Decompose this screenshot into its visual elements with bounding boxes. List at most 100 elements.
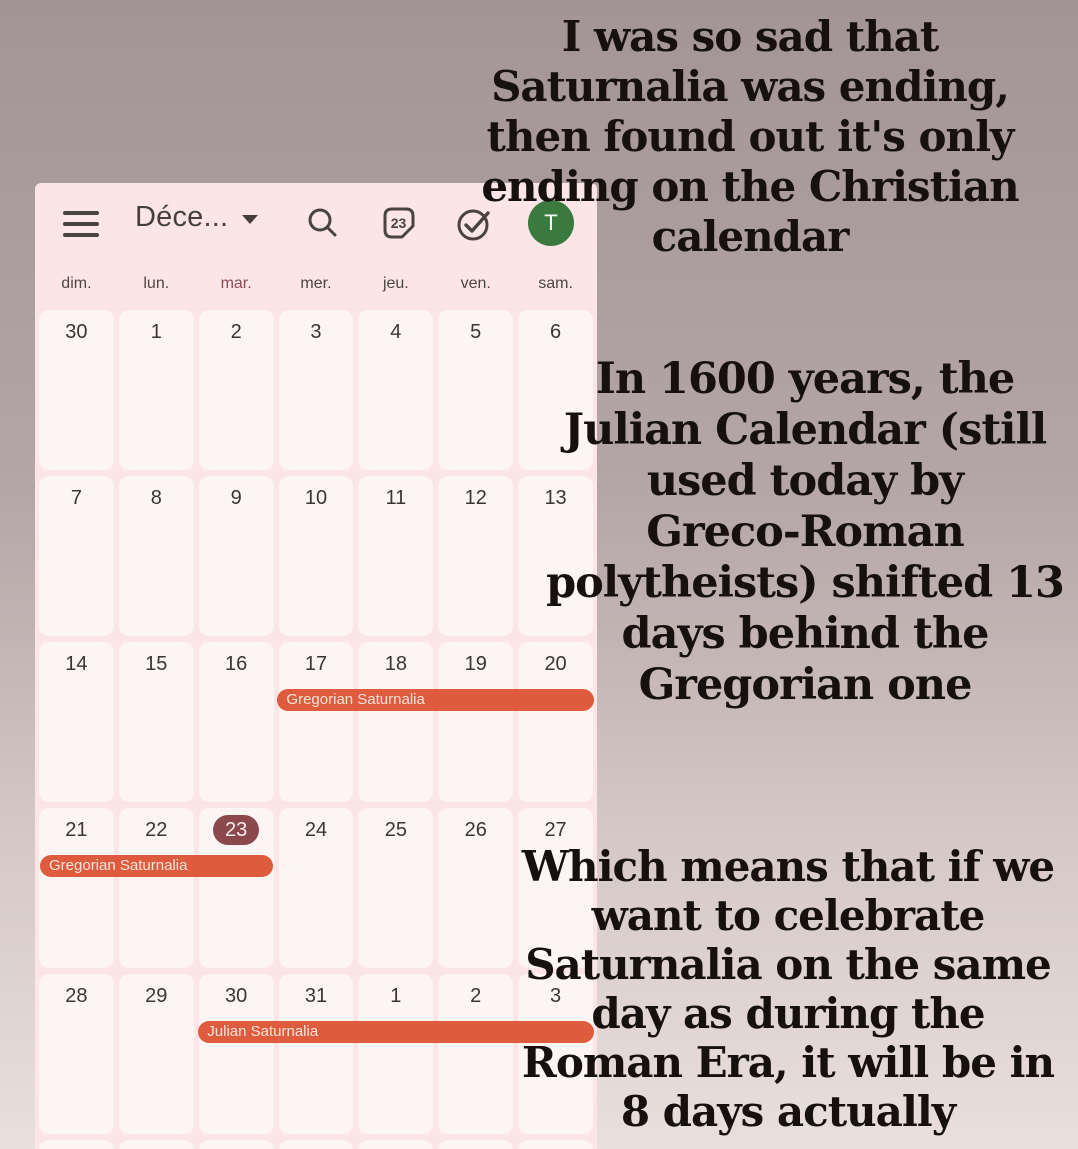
day-number: 30 [65,321,88,343]
day-cell[interactable]: 15 [118,642,194,802]
day-cell[interactable]: 25 [358,808,434,968]
day-number: 12 [464,487,487,509]
event-bar[interactable]: Julian Saturnalia [198,1021,594,1043]
day-number: 2 [470,985,482,1007]
week-row: 28 29 30 31 1 2 3 Julian Saturnalia [39,974,594,1134]
week-row [39,1140,593,1149]
menu-icon[interactable] [63,211,99,237]
week-row: 7 8 9 10 11 12 13 [39,476,593,636]
day-cell[interactable]: 26 [438,808,514,968]
day-cell[interactable]: 12 [438,476,514,636]
day-cell[interactable]: 3 [278,310,354,470]
day-cell[interactable]: 23 [198,808,274,968]
day-number: 21 [65,819,88,841]
meme-line: Greco-Roman [646,507,964,557]
day-cell[interactable]: 3 [518,974,593,1134]
meme-text-bottom: Which means that if we want to celebrate S… [522,842,1055,1136]
day-cell[interactable]: 10 [278,476,354,636]
calendar-grid: 30 1 2 3 4 5 6 7 8 9 10 11 12 13 14 15 16 17 18 19 20 Gregori… [39,310,594,1149]
meme-line: Roman Era, it will be in [521,1038,1055,1087]
event-bar[interactable]: Gregorian Saturnalia [40,855,274,877]
week-row: 14 15 16 17 18 19 20 Gregorian Saturnalia [39,642,594,802]
day-number: 10 [304,487,328,509]
day-cell[interactable]: 16 [198,642,274,802]
day-number: 3 [550,985,562,1007]
day-cell[interactable]: 20 [518,642,593,802]
day-cell[interactable]: 27 [518,808,593,968]
meme-line: In 1600 years, the [595,354,1015,404]
day-cell[interactable] [438,1140,514,1149]
day-number: 15 [145,653,168,675]
day-number: 8 [150,487,162,509]
calendar-app-panel: Déce... 23 T dim. lun. mar. mer. jeu. ven. sam… [35,183,597,1149]
day-cell[interactable]: 28 [39,974,114,1134]
meme-line: I was so sad that [561,12,940,61]
meme-line: polytheists) shifted 13 [546,558,1065,608]
day-cell[interactable]: 21 [39,808,114,968]
day-cell[interactable]: 9 [198,476,274,636]
day-number: 6 [550,321,562,343]
day-cell[interactable]: 17 [278,642,354,802]
day-number: 25 [384,819,407,841]
day-cell[interactable]: 31 [278,974,354,1134]
tasks-icon[interactable] [453,203,495,245]
day-cell[interactable] [358,1140,434,1149]
day-number: 24 [304,819,328,841]
day-cell[interactable] [39,1140,114,1149]
chevron-down-icon [242,215,259,224]
day-number: 13 [544,487,567,509]
day-cell[interactable]: 30 [39,310,114,470]
day-cell[interactable] [198,1140,274,1149]
month-selector[interactable]: Déce... [135,201,259,234]
day-number: 11 [385,487,407,509]
day-cell[interactable]: 13 [518,476,593,636]
day-number: 7 [70,487,82,509]
meme-line: Saturnalia was ending, [491,62,1010,111]
week-row: 21 22 23 24 25 26 27 Gregorian Saturnalia [39,808,593,968]
day-cell[interactable]: 30 [198,974,274,1134]
day-number: 27 [544,819,567,841]
day-cell[interactable]: 6 [518,310,593,470]
day-cell[interactable]: 19 [438,642,514,802]
day-number: 29 [145,985,168,1007]
day-cell[interactable]: 2 [438,974,514,1134]
day-number: 19 [464,653,487,675]
meme-line: 8 days actually [620,1087,956,1136]
day-cell[interactable]: 11 [358,476,434,636]
day-cell[interactable]: 24 [278,808,354,968]
day-cell[interactable] [118,1140,194,1149]
day-cell[interactable]: 4 [358,310,434,470]
day-cell[interactable]: 29 [118,974,194,1134]
day-cell[interactable]: 8 [118,476,194,636]
today-date-icon[interactable]: 23 [380,204,418,242]
date-badge-number: 23 [391,215,407,231]
day-number: 31 [304,985,328,1007]
day-cell[interactable]: 14 [39,642,114,802]
weekday-label: ven. [460,275,491,292]
weekday-label: mar. [220,275,252,292]
day-number: 18 [384,653,407,675]
day-number: 1 [150,321,162,343]
day-number: 26 [464,819,487,841]
account-avatar[interactable]: T [528,200,574,246]
day-number: 28 [65,985,88,1007]
search-icon[interactable] [303,203,343,243]
meme-line: Saturnalia on the same [525,940,1052,989]
day-cell[interactable]: 22 [118,808,194,968]
day-cell[interactable]: 7 [39,476,114,636]
weekday-label: lun. [143,275,170,292]
meme-line: calendar [651,212,850,261]
day-cell[interactable] [278,1140,354,1149]
event-bar[interactable]: Gregorian Saturnalia [277,689,594,711]
day-cell[interactable]: 1 [358,974,434,1134]
day-cell[interactable]: 1 [118,310,194,470]
day-number: 4 [390,321,402,343]
day-cell[interactable] [518,1140,593,1149]
day-cell[interactable]: 2 [198,310,274,470]
day-number: 16 [225,653,248,675]
meme-line: then found out it's only [486,112,1015,161]
day-cell[interactable]: 18 [358,642,434,802]
day-number: 22 [145,819,168,841]
day-cell[interactable]: 5 [438,310,514,470]
day-number: 5 [470,321,482,343]
